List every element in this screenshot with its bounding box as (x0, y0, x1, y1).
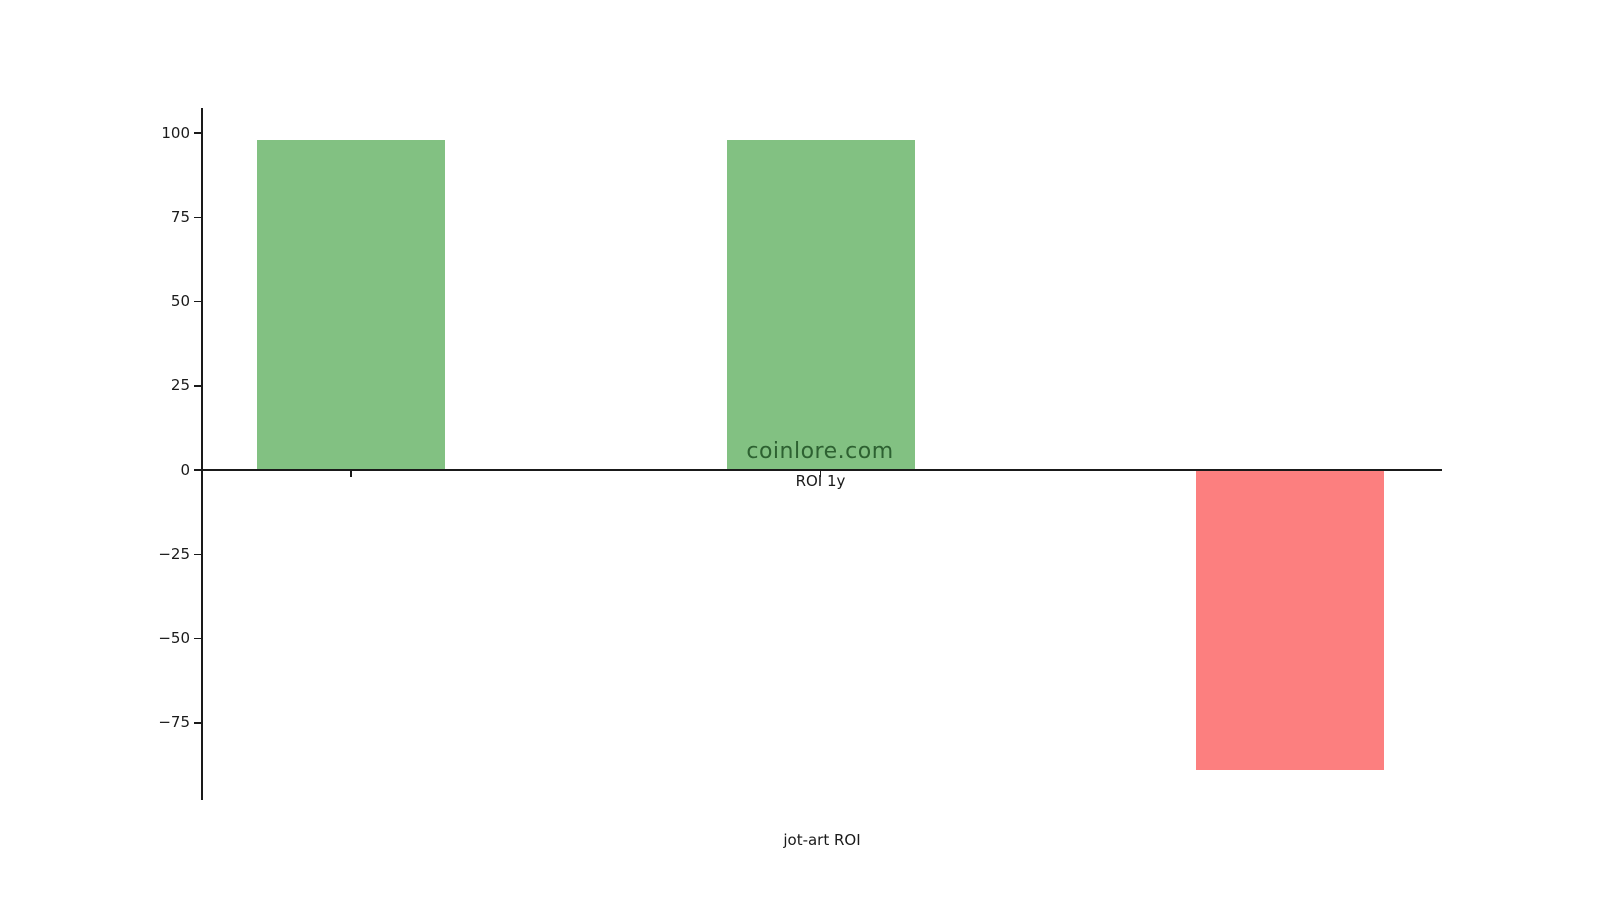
y-tick-mark (194, 469, 202, 471)
y-tick-mark (194, 385, 202, 387)
y-tick-label: 0 (180, 460, 190, 479)
y-tick-mark (194, 300, 202, 303)
y-tick-label: −75 (158, 713, 190, 732)
x-tick-mark (819, 470, 822, 477)
x-tick-mark (350, 470, 352, 477)
y-tick-label: 100 (161, 123, 190, 142)
chart-title: jot-art ROI (783, 831, 861, 849)
x-tick-label: ROI 1y (795, 472, 846, 490)
y-tick-label: 75 (170, 207, 190, 226)
y-tick-mark (194, 637, 202, 640)
bar-negative (1196, 470, 1384, 770)
watermark-text: coinlore.com (746, 439, 894, 464)
y-tick-mark (194, 132, 202, 134)
x-axis-zero-line (202, 469, 1442, 471)
y-tick-label: −50 (158, 629, 190, 647)
y-tick-label: −25 (158, 544, 190, 563)
y-tick-mark (194, 553, 202, 555)
y-tick-label: 25 (170, 376, 190, 395)
y-tick-mark (194, 216, 202, 218)
bar-positive (257, 139, 445, 470)
y-tick-mark (194, 722, 202, 724)
y-tick-label: 50 (170, 292, 190, 310)
bar-positive (726, 139, 915, 470)
y-axis-line (201, 108, 203, 800)
